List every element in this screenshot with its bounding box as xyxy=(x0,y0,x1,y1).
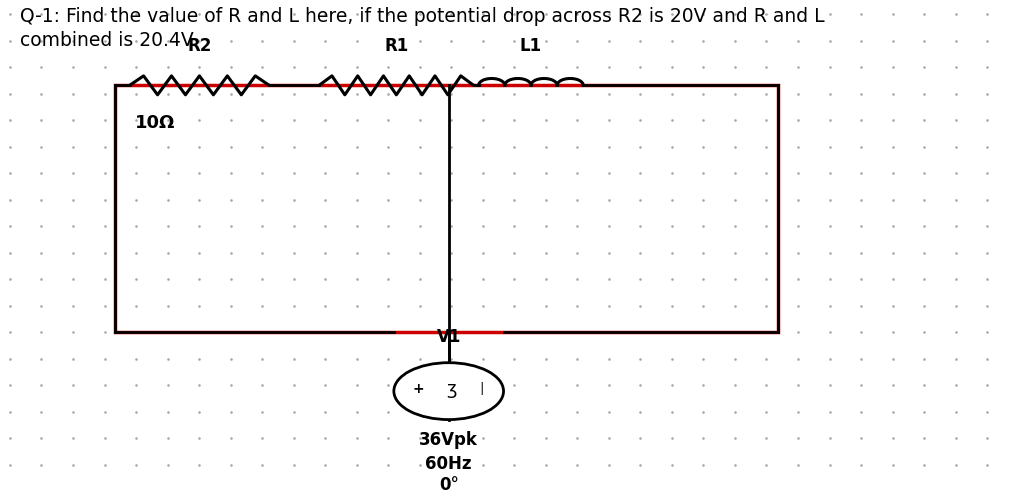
Ellipse shape xyxy=(394,363,504,419)
Text: L1: L1 xyxy=(520,37,542,54)
Text: R1: R1 xyxy=(384,37,409,54)
Text: ʒ: ʒ xyxy=(446,380,457,398)
Text: R2: R2 xyxy=(187,37,212,54)
Text: Q-1: Find the value of R and L here, if the potential drop across R2 is 20V and : Q-1: Find the value of R and L here, if … xyxy=(19,7,824,26)
Text: 36Vpk: 36Vpk xyxy=(419,431,478,450)
Text: 60Hz: 60Hz xyxy=(425,455,472,473)
Text: +: + xyxy=(413,382,425,396)
Text: combined is 20.4V.: combined is 20.4V. xyxy=(19,31,198,50)
Text: 0°: 0° xyxy=(438,477,459,494)
Text: 10Ω: 10Ω xyxy=(134,114,175,132)
Bar xyxy=(115,85,778,332)
Text: V1: V1 xyxy=(436,328,461,346)
Text: ❘: ❘ xyxy=(476,382,486,395)
